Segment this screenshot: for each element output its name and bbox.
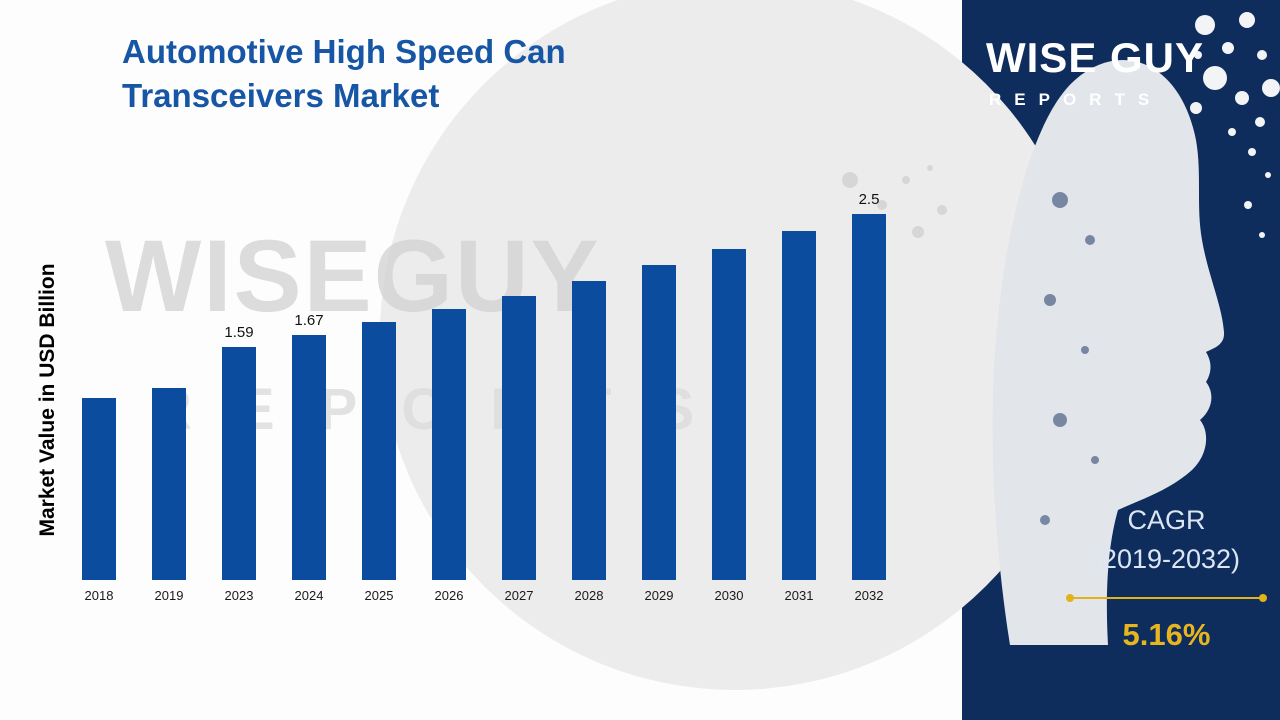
x-tick-label: 2031 bbox=[784, 588, 814, 603]
bar-2019 bbox=[152, 388, 186, 580]
brand-logo: WISE GUY REPORTS bbox=[986, 34, 1204, 110]
bar-group-2027: 2027 bbox=[484, 148, 554, 604]
x-tick-label: 2028 bbox=[574, 588, 604, 603]
x-tick-label: 2027 bbox=[504, 588, 534, 603]
cagr-value: 5.16% bbox=[1122, 617, 1211, 652]
x-tick-label: 2018 bbox=[84, 588, 114, 603]
bar-chart: 2018 2019 1.59 2023 1.67 2024 2025 2026 2027 2028… bbox=[64, 148, 904, 604]
x-tick-label: 2023 bbox=[224, 588, 254, 603]
bar-2023 bbox=[222, 347, 256, 580]
page-title: Automotive High Speed Can Transceivers M… bbox=[122, 33, 566, 114]
bar-2024 bbox=[292, 335, 326, 580]
bar-group-2025: 2025 bbox=[344, 148, 414, 604]
bar-value-label: 2.5 bbox=[858, 191, 880, 208]
bar-2029 bbox=[642, 265, 676, 580]
x-tick-label: 2025 bbox=[364, 588, 394, 603]
bar-group-2032: 2.5 2032 bbox=[834, 148, 904, 604]
x-tick-label: 2019 bbox=[154, 588, 184, 603]
bar-2028 bbox=[572, 281, 606, 580]
bar-2030 bbox=[712, 249, 746, 580]
cagr-divider-line bbox=[1066, 594, 1267, 602]
bar-group-2019: 2019 bbox=[134, 148, 204, 604]
bar-2027 bbox=[502, 296, 536, 580]
bar-group-2024: 1.67 2024 bbox=[274, 148, 344, 604]
bar-group-2030: 2030 bbox=[694, 148, 764, 604]
bar-value-label: 1.67 bbox=[294, 312, 324, 329]
bar-2026 bbox=[432, 309, 466, 580]
bar-group-2026: 2026 bbox=[414, 148, 484, 604]
bar-2032 bbox=[852, 214, 886, 580]
cagr-label: CAGR bbox=[1127, 505, 1206, 535]
bar-group-2023: 1.59 2023 bbox=[204, 148, 274, 604]
x-tick-label: 2032 bbox=[854, 588, 884, 603]
cagr-block: CAGR (2019-2032) 5.16% bbox=[1063, 505, 1270, 653]
brand-logo-subtitle: REPORTS bbox=[989, 90, 1163, 109]
bar-group-2028: 2028 bbox=[554, 148, 624, 604]
bar-group-2031: 2031 bbox=[764, 148, 834, 604]
x-tick-label: 2030 bbox=[714, 588, 744, 603]
brand-logo-name: WISE GUY bbox=[986, 34, 1205, 81]
x-tick-label: 2024 bbox=[294, 588, 324, 603]
bar-group-2018: 2018 bbox=[64, 148, 134, 604]
bar-2031 bbox=[782, 231, 816, 580]
bar-2018 bbox=[82, 398, 116, 580]
bar-2025 bbox=[362, 322, 396, 580]
bar-group-2029: 2029 bbox=[624, 148, 694, 604]
x-tick-label: 2026 bbox=[434, 588, 464, 603]
bar-value-label: 1.59 bbox=[224, 324, 254, 341]
y-axis-label: Market Value in USD Billion bbox=[36, 263, 59, 537]
x-tick-label: 2029 bbox=[644, 588, 674, 603]
cagr-range: (2019-2032) bbox=[1092, 544, 1241, 574]
